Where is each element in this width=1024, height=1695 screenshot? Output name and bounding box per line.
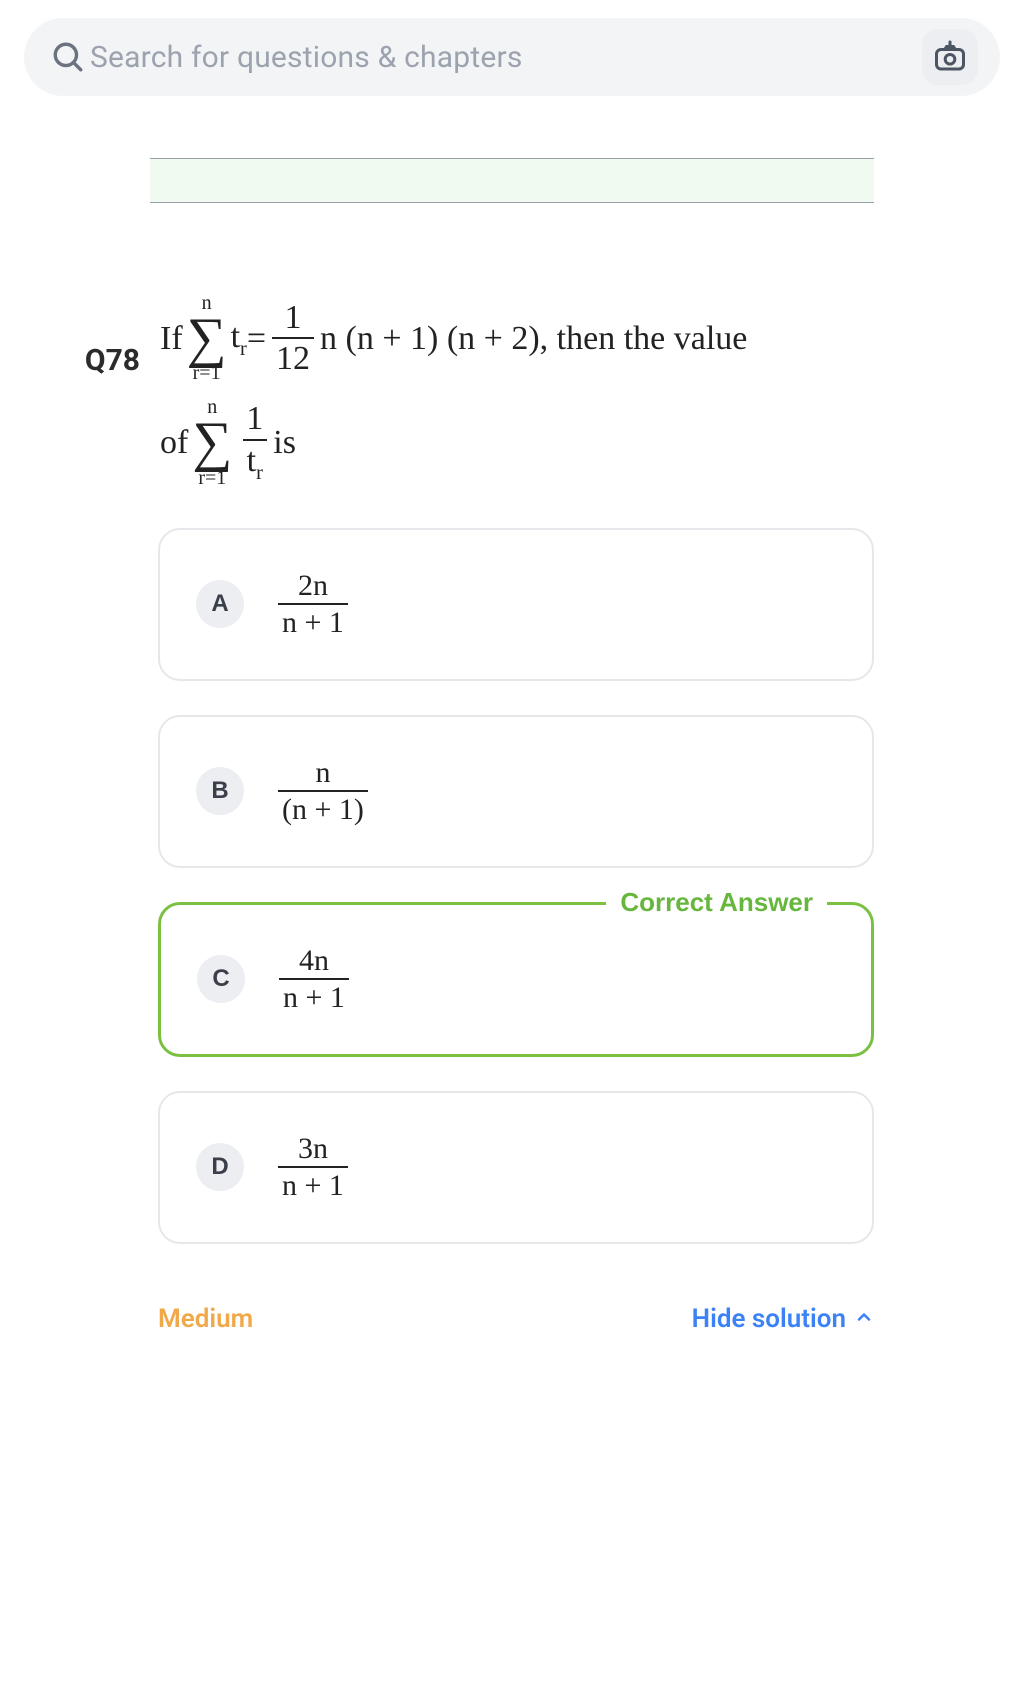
option-letter: C: [197, 955, 245, 1003]
question-footer: Medium Hide solution: [158, 1304, 874, 1334]
search-placeholder: Search for questions & chapters: [90, 40, 922, 75]
correct-answer-badge: Correct Answer: [606, 887, 827, 918]
q-text: is: [273, 417, 296, 468]
term-tr: tr: [231, 311, 247, 364]
question-number: Q78: [40, 293, 140, 488]
frac-1-12: 1 12: [272, 300, 314, 377]
camera-icon[interactable]: [922, 29, 978, 85]
search-icon: [46, 40, 90, 74]
search-bar[interactable]: Search for questions & chapters: [24, 18, 1000, 96]
option-math: n(n + 1): [272, 757, 374, 826]
option-d[interactable]: D 3nn + 1: [158, 1091, 874, 1244]
frac-1-tr: 1 tr: [242, 401, 267, 484]
chevron-up-icon: [854, 1304, 874, 1334]
option-letter: A: [196, 580, 244, 628]
sigma-2: n ∑ r=1: [192, 397, 232, 487]
options-list: A 2nn + 1 B n(n + 1) Correct Answer C 4n…: [158, 528, 874, 1244]
hide-solution-button[interactable]: Hide solution: [692, 1304, 874, 1334]
option-math: 2nn + 1: [272, 570, 354, 639]
option-letter: D: [196, 1143, 244, 1191]
option-math: 3nn + 1: [272, 1133, 354, 1202]
option-a[interactable]: A 2nn + 1: [158, 528, 874, 681]
section-strip: [150, 158, 874, 202]
sigma-1: n ∑ r=1: [187, 293, 227, 383]
question-block: Q78 If n ∑ r=1 tr = 1 12 n (n + 1) (n + …: [40, 293, 874, 488]
equals: =: [247, 313, 266, 364]
option-c[interactable]: Correct Answer C 4nn + 1: [158, 902, 874, 1057]
q-text: If: [160, 313, 183, 364]
q-text: n (n + 1) (n + 2), then the value: [320, 313, 747, 364]
hide-solution-label: Hide solution: [692, 1304, 846, 1334]
question-body: If n ∑ r=1 tr = 1 12 n (n + 1) (n + 2), …: [160, 293, 874, 488]
difficulty-label: Medium: [158, 1304, 253, 1334]
option-math: 4nn + 1: [273, 945, 355, 1014]
q-text: of: [160, 417, 188, 468]
section-divider: [150, 202, 874, 203]
option-letter: B: [196, 767, 244, 815]
option-b[interactable]: B n(n + 1): [158, 715, 874, 868]
